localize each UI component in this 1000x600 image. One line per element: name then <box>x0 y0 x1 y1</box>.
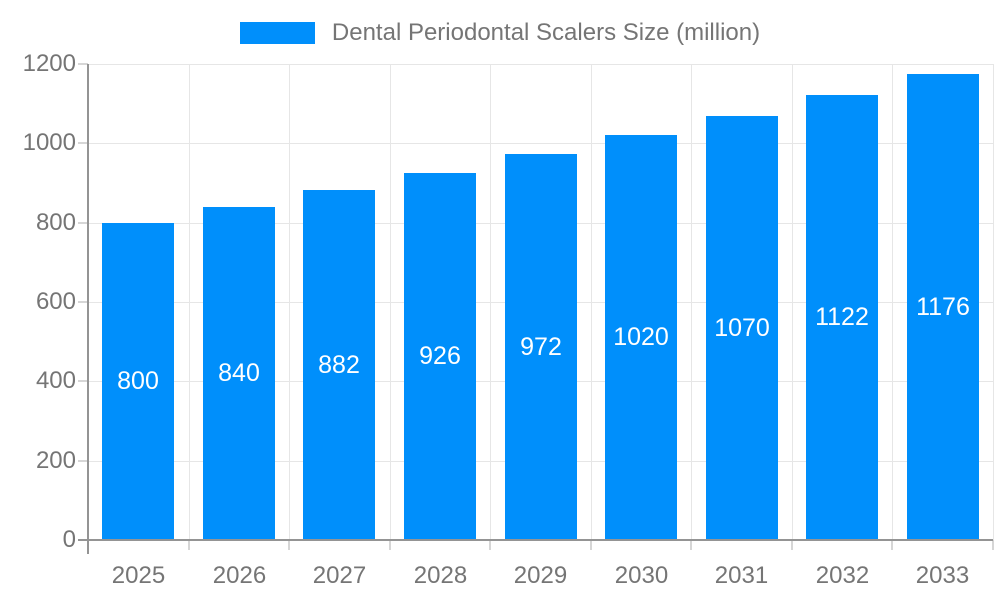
bar-2031[interactable]: 1070 <box>706 116 778 540</box>
bar-value-label: 840 <box>218 359 260 387</box>
h-gridline <box>88 64 993 65</box>
bar-value-label: 926 <box>419 342 461 370</box>
bar-value-label: 1122 <box>815 303 869 331</box>
y-tick-label: 600 <box>35 288 76 315</box>
x-axis-tick <box>791 540 793 550</box>
x-tick-label: 2027 <box>312 562 367 589</box>
v-gridline <box>390 64 391 540</box>
v-gridline <box>691 64 692 540</box>
x-axis-line <box>78 539 993 541</box>
y-axis-tick <box>78 222 88 224</box>
bar-2029[interactable]: 972 <box>505 154 577 540</box>
y-axis-tick <box>78 142 88 144</box>
x-tick-label: 2025 <box>111 562 166 589</box>
bar-2033[interactable]: 1176 <box>907 74 979 540</box>
bar-2030[interactable]: 1020 <box>605 135 677 540</box>
x-tick-label: 2033 <box>915 562 970 589</box>
x-axis-tick <box>891 540 893 550</box>
x-tick-label: 2026 <box>212 562 267 589</box>
x-tick-label: 2030 <box>614 562 669 589</box>
legend-label[interactable]: Dental Periodontal Scalers Size (million… <box>331 19 761 46</box>
v-gridline <box>189 64 190 540</box>
bar-value-label: 1176 <box>916 292 970 321</box>
x-axis-tick <box>690 540 692 550</box>
x-tick-label: 2031 <box>714 562 769 589</box>
v-gridline <box>892 64 893 540</box>
bar-2026[interactable]: 840 <box>203 207 275 540</box>
bar-value-label: 882 <box>318 350 360 379</box>
v-gridline <box>591 64 592 540</box>
v-gridline <box>490 64 491 540</box>
bar-value-label: 1020 <box>613 323 669 351</box>
x-tick-label: 2029 <box>513 562 568 589</box>
bar-2032[interactable]: 1122 <box>806 95 878 540</box>
y-tick-label: 1000 <box>22 129 76 156</box>
x-axis-tick <box>590 540 592 550</box>
bar-value-label: 800 <box>117 367 159 395</box>
y-axis-line <box>87 64 89 554</box>
x-axis-tick <box>188 540 190 550</box>
y-tick-label: 1200 <box>22 50 76 77</box>
bar-2025[interactable]: 800 <box>102 223 174 540</box>
h-gridline <box>88 143 993 144</box>
y-tick-label: 0 <box>62 526 76 553</box>
legend-swatch[interactable] <box>239 22 315 44</box>
y-tick-label: 800 <box>35 209 76 236</box>
chart-legend: Dental Periodontal Scalers Size (million… <box>0 18 1000 48</box>
y-axis-tick <box>78 301 88 303</box>
v-gridline <box>289 64 290 540</box>
y-axis-tick <box>78 63 88 65</box>
bar-value-label: 1070 <box>714 313 770 342</box>
x-axis-tick <box>489 540 491 550</box>
bar-2028[interactable]: 926 <box>404 173 476 540</box>
x-axis-tick <box>288 540 290 550</box>
y-axis-tick <box>78 460 88 462</box>
x-axis-tick <box>992 540 994 550</box>
y-axis-tick <box>78 380 88 382</box>
y-tick-label: 200 <box>35 447 76 474</box>
x-axis-tick <box>389 540 391 550</box>
x-tick-label: 2032 <box>815 562 870 589</box>
bar-value-label: 972 <box>520 332 562 361</box>
v-gridline <box>792 64 793 540</box>
x-tick-label: 2028 <box>413 562 468 589</box>
y-tick-label: 400 <box>35 367 76 394</box>
bar-2027[interactable]: 882 <box>303 190 375 540</box>
v-gridline <box>993 64 994 540</box>
